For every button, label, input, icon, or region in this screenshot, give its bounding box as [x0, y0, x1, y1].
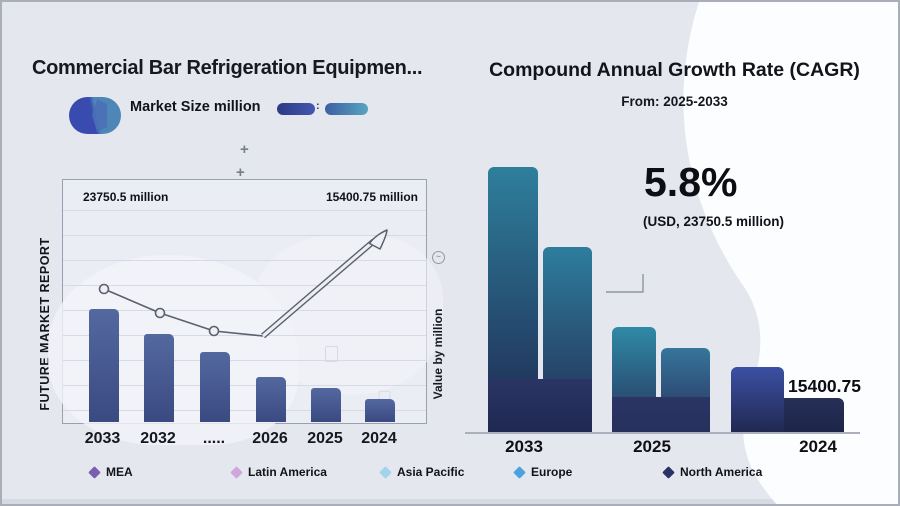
- x-axis-line: [465, 432, 860, 434]
- value-callout: 15400.75: [788, 376, 861, 396]
- bottom-accent-strip: [2, 499, 792, 504]
- x-label-2024: 2024: [361, 430, 397, 447]
- legend-diamond-icon: [513, 465, 526, 479]
- chart-annotation-left: 23750.5 million: [83, 190, 169, 204]
- brand-vertical-text: FUTURE MARKET REPORT: [38, 237, 52, 411]
- clock-icon: ~: [432, 251, 445, 264]
- legend-item-latin-america: Latin America: [230, 465, 327, 479]
- legend-diamond-icon: [379, 465, 392, 479]
- cagr-title: Compound Annual Growth Rate (CAGR): [489, 59, 860, 81]
- bar-2025: [311, 388, 341, 422]
- legend-label: Asia Pacific: [397, 465, 465, 479]
- x-label-2033: 2033: [505, 437, 543, 456]
- legend-label: MEA: [106, 465, 133, 479]
- page-title: Commercial Bar Refrigeration Equipmen...: [32, 57, 423, 79]
- plus-decor-icon: +: [240, 141, 249, 158]
- ratio-pill-right-icon: [325, 103, 368, 115]
- chart-annotation-right: 15400.75 million: [325, 190, 418, 204]
- market-size-pill-icon: [69, 97, 121, 134]
- value-axis-label: Value by million: [431, 308, 445, 400]
- market-size-chart-panel: 23750.5 million 15400.75 million: [48, 179, 443, 445]
- legend-item-mea: MEA: [88, 465, 133, 479]
- ratio-separator: :: [316, 100, 320, 112]
- legend-label: North America: [680, 465, 763, 479]
- cagr-bar-2024-primary: [731, 366, 784, 433]
- cagr-value: 5.8%: [644, 159, 738, 205]
- bar-2024: [365, 399, 395, 422]
- x-label-2025: 2025: [633, 437, 671, 456]
- legend-item-asia-pacific: Asia Pacific: [379, 465, 465, 479]
- cagr-subtitle: From: 2025-2033: [621, 94, 728, 109]
- x-label-2032: 2032: [140, 430, 176, 447]
- legend-item-europe: Europe: [513, 465, 573, 479]
- legend-label: Latin America: [248, 465, 327, 479]
- cagr-bar-base-2025: [612, 397, 710, 433]
- x-label-2024: 2024: [799, 437, 837, 456]
- legend-item-north-america: North America: [662, 465, 763, 479]
- bar-2033: [88, 309, 119, 422]
- cagr-bar-2024-secondary: [784, 398, 844, 433]
- trend-arrow-icon: [98, 229, 388, 339]
- cagr-bar-base-2033: [488, 379, 592, 433]
- x-label-2026: 2026: [252, 430, 288, 447]
- watermark-clipboard-icon: [325, 346, 338, 362]
- x-label-2025: 2025: [307, 430, 343, 447]
- legend-label: Europe: [531, 465, 573, 479]
- legend-diamond-icon: [88, 465, 101, 479]
- ratio-pill-left-icon: [277, 103, 315, 115]
- cagr-basis: (USD, 23750.5 million): [643, 214, 785, 229]
- x-label-.....: .....: [202, 430, 226, 447]
- market-size-legend-label: Market Size million: [130, 99, 261, 115]
- bar-2032: [144, 333, 174, 422]
- x-label-2033: 2033: [84, 430, 121, 447]
- bar-.....: [200, 351, 230, 422]
- plus-decor-icon: +: [236, 164, 245, 181]
- bar-2026: [256, 376, 286, 422]
- legend-diamond-icon: [230, 465, 243, 479]
- legend-diamond-icon: [662, 465, 675, 479]
